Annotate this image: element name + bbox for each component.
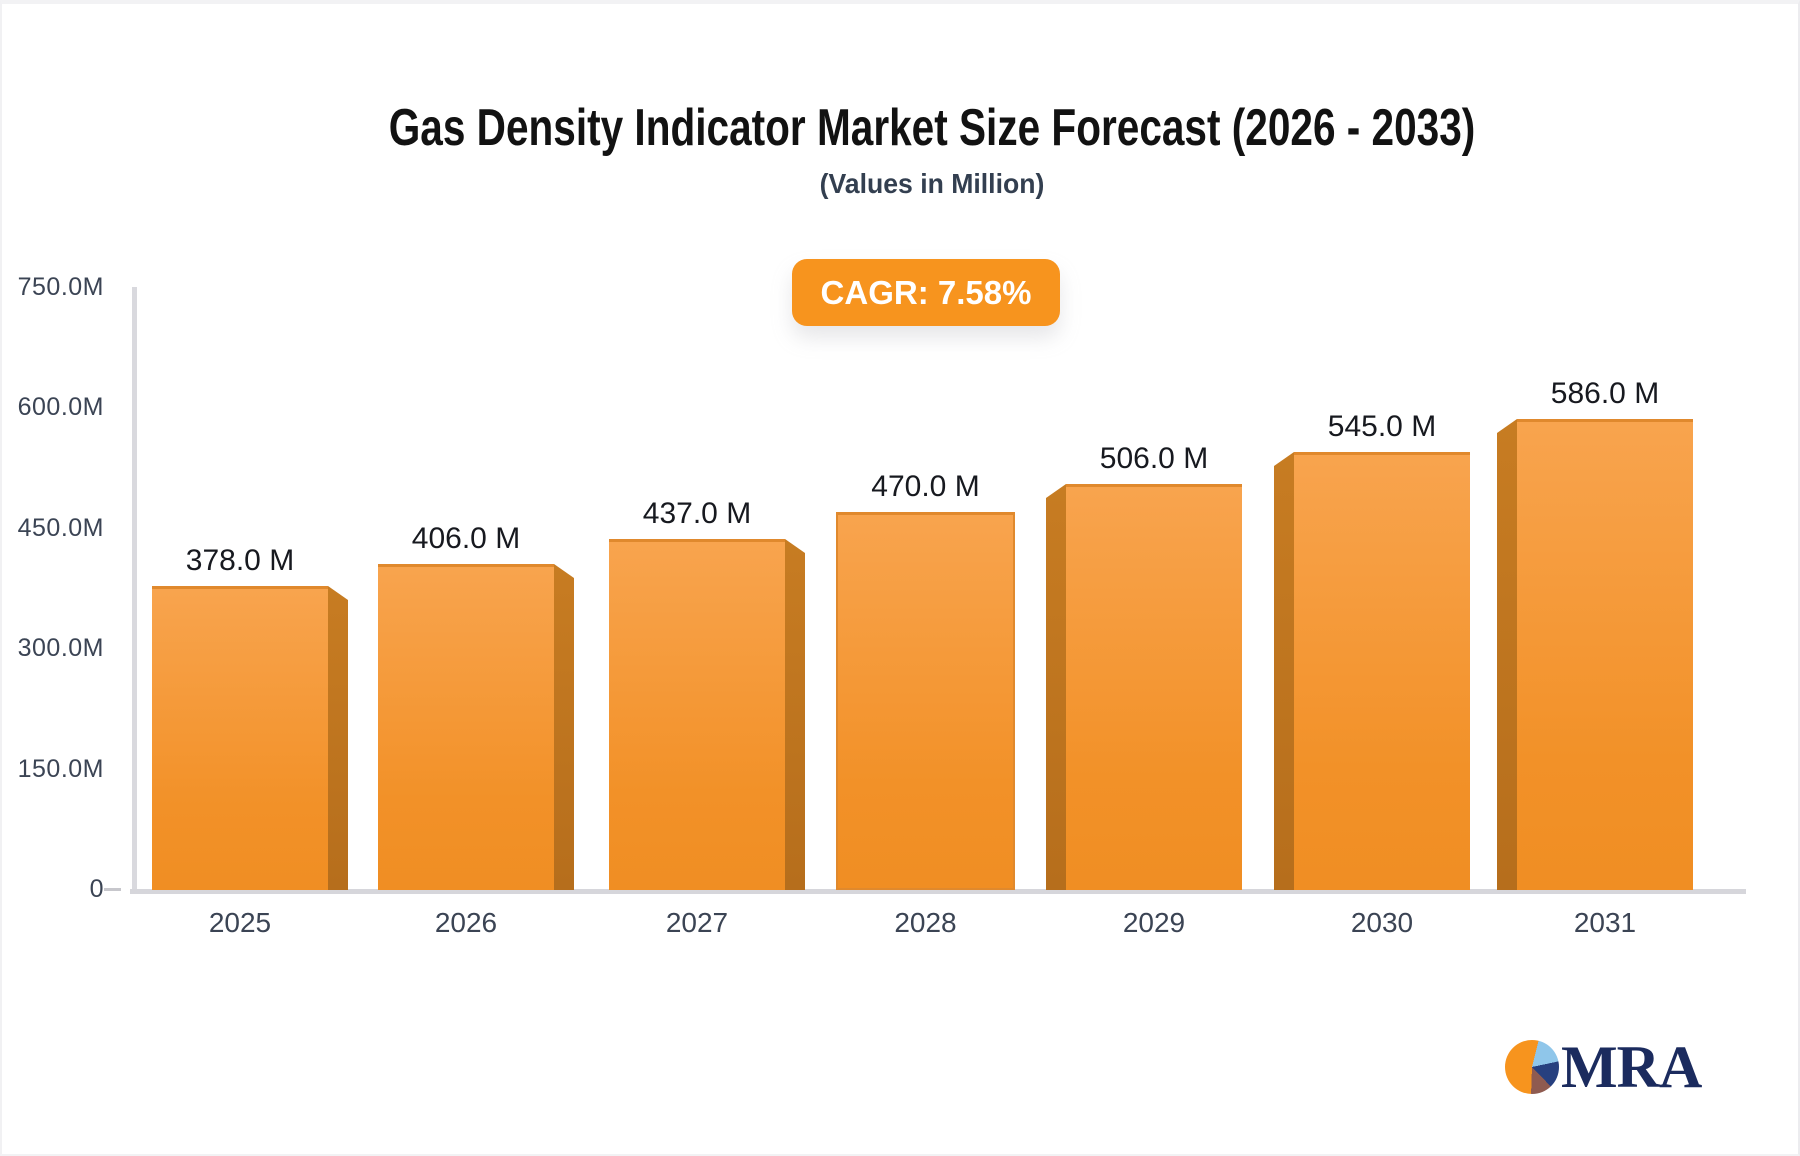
bar-2027 (609, 539, 785, 890)
y-axis-tick-label: 300.0M (17, 634, 104, 662)
x-axis-label-2029: 2029 (1122, 907, 1186, 938)
bar-2025 (152, 586, 328, 890)
bar-value-label: 506.0 M (1099, 442, 1209, 475)
bar-3d-side-2031 (1497, 419, 1517, 890)
x-axis-label-2030: 2030 (1350, 907, 1414, 938)
x-axis-label-2027: 2027 (665, 907, 729, 938)
bar-3d-side-2025 (328, 586, 348, 890)
bar-value-label: 378.0 M (185, 544, 295, 577)
y-axis-tick-label: 450.0M (17, 514, 104, 542)
pie-chart-logo-icon (1505, 1040, 1559, 1094)
bar-3d-side-2030 (1274, 452, 1294, 890)
x-axis-label-2028: 2028 (894, 907, 957, 938)
bar-3d-side-2027 (785, 539, 805, 890)
y-axis-tick-label: 600.0M (17, 393, 104, 421)
bar-2031 (1517, 419, 1693, 890)
chart-title: Gas Density Indicator Market Size Foreca… (388, 99, 1476, 157)
bar-value-label: 586.0 M (1550, 377, 1660, 410)
mra-logo: MRA (1505, 1034, 1702, 1100)
y-axis-tick-label: 0 (89, 875, 104, 903)
logo-text: MRA (1561, 1034, 1702, 1100)
bar-2029 (1066, 484, 1242, 890)
chart-subtitle: (Values in Million) (819, 168, 1045, 199)
bar-value-label: 545.0 M (1327, 410, 1437, 443)
bar-2026 (378, 564, 554, 890)
bar-value-label: 406.0 M (411, 522, 521, 555)
bar-value-label: 437.0 M (642, 497, 752, 530)
bar-3d-side-2029 (1046, 484, 1066, 890)
bar-value-label: 470.0 M (871, 470, 980, 503)
x-axis-label-2026: 2026 (434, 907, 498, 938)
bar-3d-side-2026 (554, 564, 574, 890)
y-axis-tick-label: 750.0M (17, 273, 104, 301)
x-axis-label-2025: 2025 (208, 907, 272, 938)
bar-2030 (1294, 452, 1470, 890)
y-axis-tick-label: 150.0M (17, 755, 104, 783)
x-axis-baseline (130, 889, 1746, 894)
y-axis-line (132, 287, 137, 894)
zero-tick-mark (104, 888, 121, 891)
cagr-badge: CAGR: 7.58% (792, 259, 1060, 326)
x-axis-label-2031: 2031 (1573, 907, 1637, 938)
bar-2028 (836, 512, 1015, 890)
